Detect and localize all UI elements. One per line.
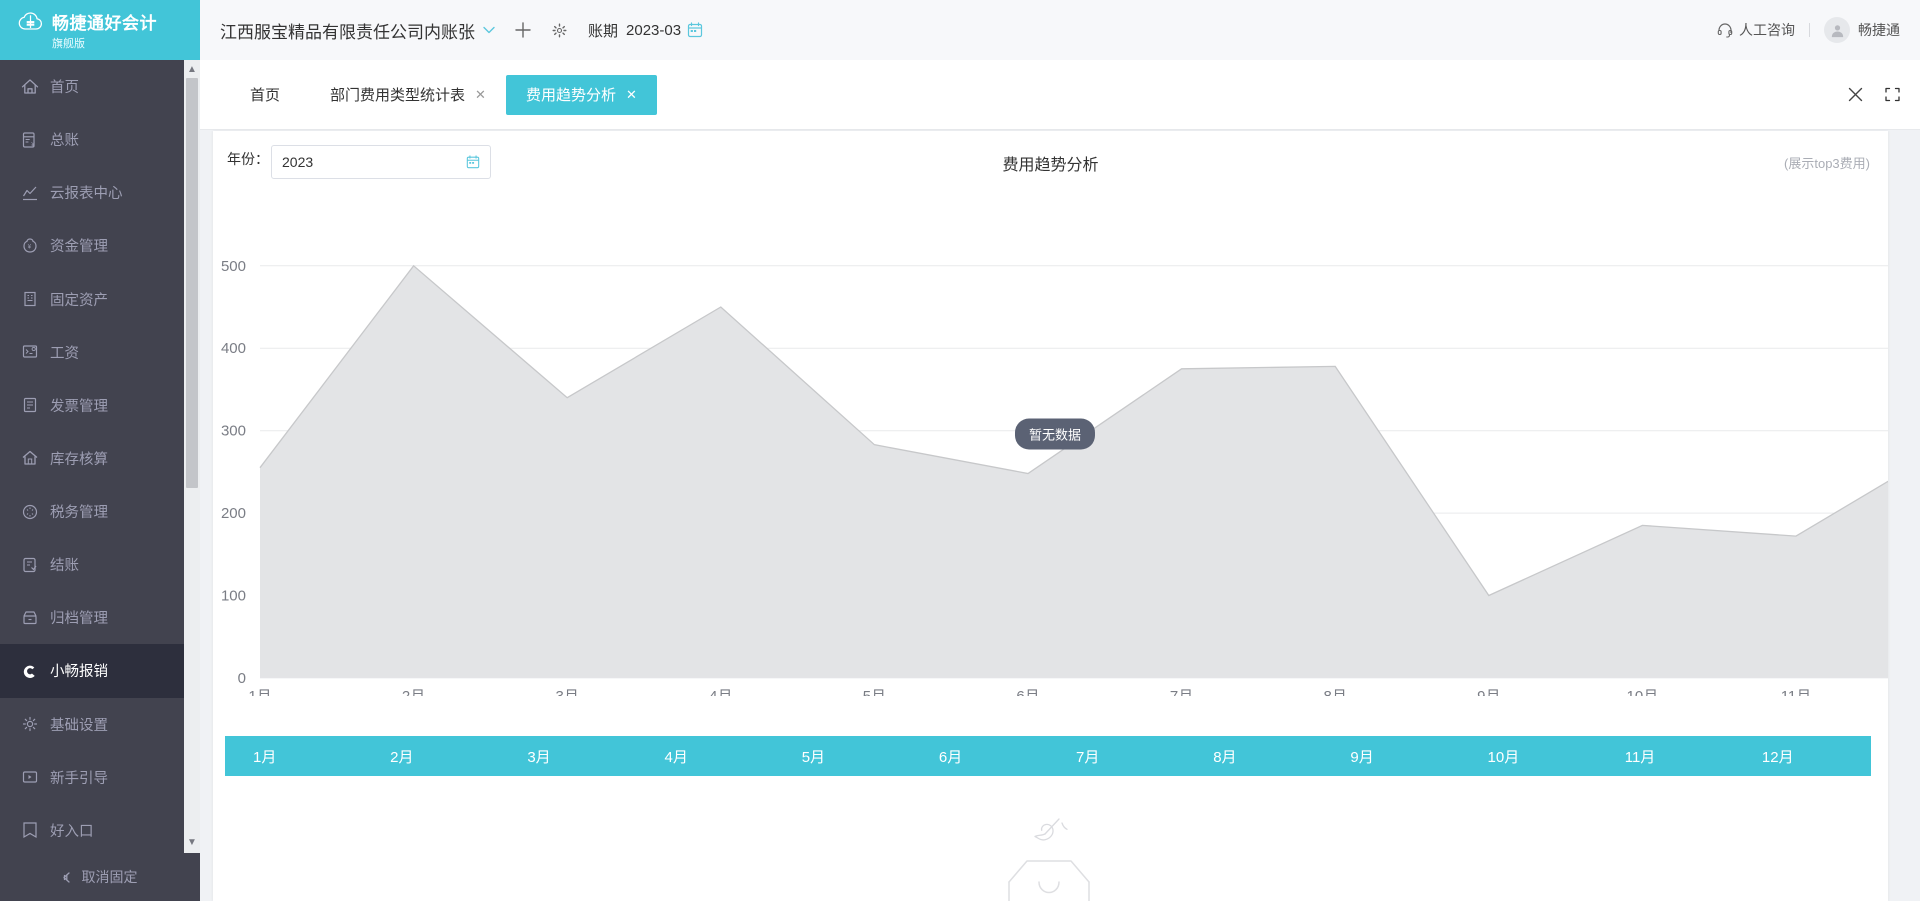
svg-text:11月: 11月 — [1781, 688, 1812, 696]
svg-text:9月: 9月 — [1477, 688, 1500, 696]
svg-text:8月: 8月 — [1324, 688, 1347, 696]
svg-text:6月: 6月 — [1016, 688, 1039, 696]
svg-text:300: 300 — [221, 423, 246, 440]
svg-text:200: 200 — [221, 505, 246, 522]
svg-text:10月: 10月 — [1627, 688, 1659, 696]
svg-text:¥: ¥ — [31, 141, 35, 148]
svg-text:5月: 5月 — [863, 688, 886, 696]
svg-text:100: 100 — [221, 588, 246, 605]
svg-text:400: 400 — [221, 340, 246, 357]
svg-text:7月: 7月 — [1170, 688, 1193, 696]
svg-text:0: 0 — [238, 670, 246, 687]
svg-text:3月: 3月 — [556, 688, 579, 696]
svg-text:500: 500 — [221, 258, 246, 275]
svg-text:4月: 4月 — [709, 688, 732, 696]
svg-text:1月: 1月 — [248, 688, 271, 696]
svg-text:¥: ¥ — [28, 244, 32, 250]
svg-text:2月: 2月 — [402, 688, 425, 696]
